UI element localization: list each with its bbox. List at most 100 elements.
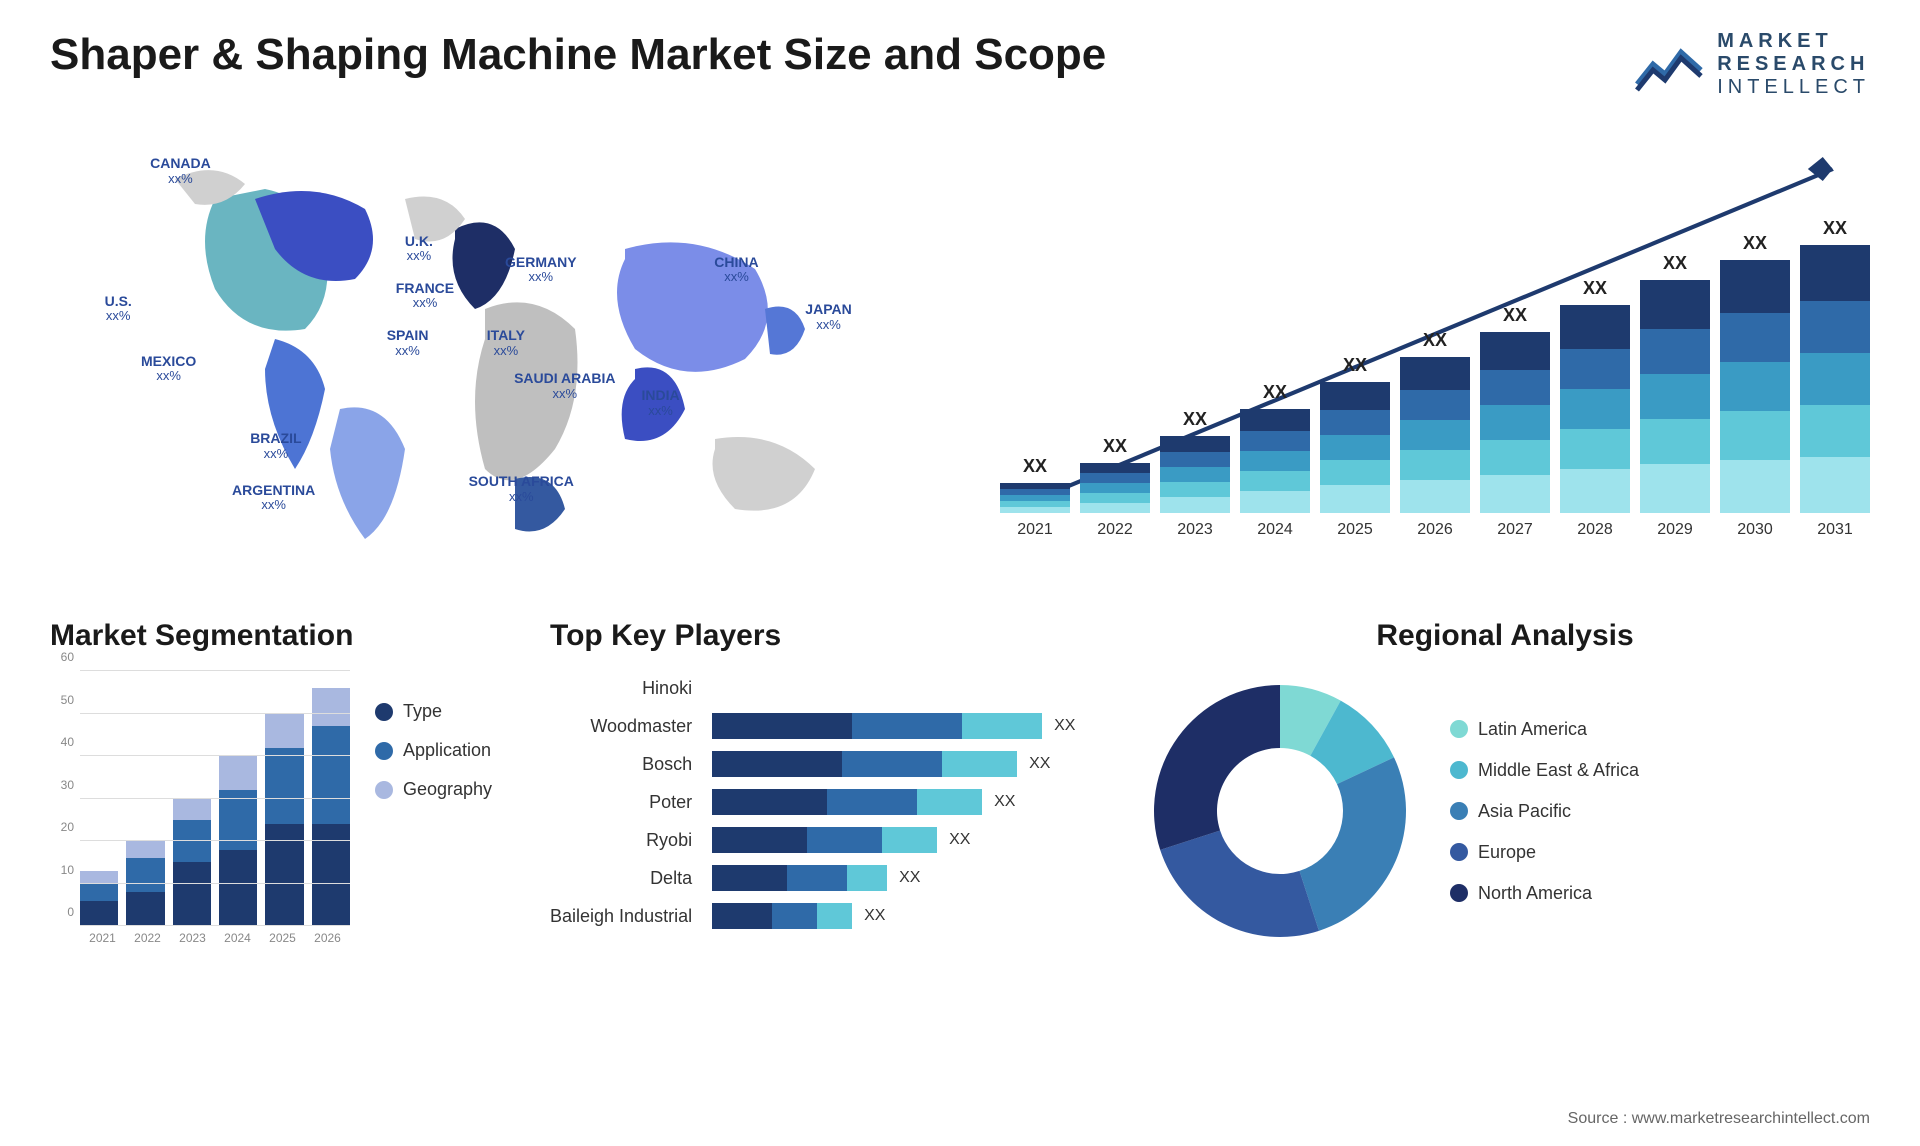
map-label: BRAZILxx% bbox=[250, 431, 301, 461]
legend-dot-icon bbox=[1450, 843, 1468, 861]
segmentation-title: Market Segmentation bbox=[50, 619, 520, 653]
segmentation-bar-segment bbox=[265, 748, 303, 825]
player-name-label: Hinoki bbox=[642, 675, 692, 701]
growth-bar-segment bbox=[1720, 313, 1790, 362]
growth-year-label: 2023 bbox=[1177, 521, 1213, 539]
regional-legend: Latin America Middle East & Africa Asia Pa… bbox=[1450, 719, 1639, 904]
legend-dot-icon bbox=[375, 742, 393, 760]
growth-bar-segment bbox=[1640, 374, 1710, 419]
growth-bar-segment bbox=[1480, 370, 1550, 405]
growth-bar-value: XX bbox=[1103, 436, 1127, 457]
segmentation-bar-segment bbox=[173, 862, 211, 926]
growth-bar-column: XX2021 bbox=[1000, 456, 1070, 539]
segmentation-bar-segment bbox=[80, 901, 118, 927]
page-title: Shaper & Shaping Machine Market Size and… bbox=[50, 30, 1106, 80]
growth-year-label: 2025 bbox=[1337, 521, 1373, 539]
player-bar-segment bbox=[712, 865, 787, 891]
growth-year-label: 2026 bbox=[1417, 521, 1453, 539]
growth-bar-segment bbox=[1400, 450, 1470, 480]
growth-bar-segment bbox=[1320, 410, 1390, 435]
regional-donut-chart bbox=[1140, 671, 1420, 951]
segmentation-year-label: 2022 bbox=[125, 931, 170, 951]
brand-logo: MARKET RESEARCH INTELLECT bbox=[1635, 30, 1870, 99]
growth-bar-column: XX 2025 bbox=[1320, 355, 1390, 539]
legend-dot-icon bbox=[1450, 761, 1468, 779]
legend-label: Type bbox=[403, 701, 442, 722]
growth-bar-value: XX bbox=[1663, 253, 1687, 274]
donut-slice bbox=[1154, 685, 1280, 850]
growth-bar-value: XX bbox=[1503, 305, 1527, 326]
legend-item: Europe bbox=[1450, 842, 1639, 863]
growth-bar-segment bbox=[1320, 382, 1390, 410]
legend-dot-icon bbox=[1450, 884, 1468, 902]
growth-bar-segment bbox=[1080, 503, 1150, 513]
growth-bar-column: XX2023 bbox=[1160, 409, 1230, 539]
growth-bar-segment bbox=[1720, 411, 1790, 460]
map-label: CANADAxx% bbox=[150, 156, 211, 186]
map-label: SAUDI ARABIAxx% bbox=[514, 371, 615, 401]
growth-bar-segment bbox=[1800, 405, 1870, 457]
growth-bar-segment bbox=[1240, 491, 1310, 513]
growth-bar-segment bbox=[1400, 357, 1470, 390]
growth-bar-value: XX bbox=[1823, 218, 1847, 239]
legend-dot-icon bbox=[1450, 720, 1468, 738]
player-name-label: Woodmaster bbox=[590, 713, 692, 739]
segmentation-bar-segment bbox=[80, 884, 118, 901]
growth-bar-value: XX bbox=[1343, 355, 1367, 376]
growth-bar-segment bbox=[1240, 409, 1310, 431]
growth-year-label: 2024 bbox=[1257, 521, 1293, 539]
player-bar-row: XX bbox=[712, 713, 1110, 739]
player-bar-segment bbox=[962, 713, 1042, 739]
axis-tick: 10 bbox=[61, 863, 74, 877]
growth-bar-segment bbox=[1640, 329, 1710, 374]
axis-tick: 0 bbox=[67, 905, 74, 919]
legend-item: Geography bbox=[375, 779, 492, 800]
growth-bar-segment bbox=[1800, 301, 1870, 353]
player-name-label: Poter bbox=[649, 789, 692, 815]
growth-bar-column: XX2024 bbox=[1240, 382, 1310, 539]
legend-item: North America bbox=[1450, 883, 1639, 904]
segmentation-chart: 0102030405060 202120222023202420252026 bbox=[50, 671, 350, 951]
player-bar-segment bbox=[712, 713, 852, 739]
growth-bar-segment bbox=[1560, 389, 1630, 429]
growth-chart: XX2021XX2022XX2023XX2024XX2025XX2026XX20… bbox=[1000, 139, 1870, 569]
player-name-label: Delta bbox=[650, 865, 692, 891]
map-label: U.S.xx% bbox=[105, 294, 132, 324]
donut-slice bbox=[1299, 757, 1406, 930]
player-bar-value: XX bbox=[1054, 717, 1075, 735]
legend-label: Middle East & Africa bbox=[1478, 760, 1639, 781]
legend-label: Latin America bbox=[1478, 719, 1587, 740]
donut-slice bbox=[1160, 830, 1319, 937]
legend-label: Asia Pacific bbox=[1478, 801, 1571, 822]
growth-year-label: 2031 bbox=[1817, 521, 1853, 539]
source-attribution: Source : www.marketresearchintellect.com bbox=[1568, 1110, 1870, 1128]
logo-line-2: RESEARCH bbox=[1717, 53, 1870, 76]
segmentation-year-label: 2026 bbox=[305, 931, 350, 951]
growth-bar-value: XX bbox=[1023, 456, 1047, 477]
player-bar-segment bbox=[712, 751, 842, 777]
logo-icon bbox=[1635, 38, 1705, 92]
player-bar-value: XX bbox=[949, 831, 970, 849]
growth-bar-segment bbox=[1640, 419, 1710, 464]
map-label: JAPANxx% bbox=[805, 302, 851, 332]
growth-bar-value: XX bbox=[1743, 233, 1767, 254]
player-bar-segment bbox=[772, 903, 817, 929]
growth-bar-column: XX2029 bbox=[1640, 253, 1710, 539]
regional-panel: Regional Analysis Latin AmericaMiddle Ea… bbox=[1140, 619, 1870, 951]
segmentation-year-label: 2023 bbox=[170, 931, 215, 951]
growth-bar-segment bbox=[1160, 497, 1230, 513]
segmentation-legend: TypeApplicationGeography bbox=[375, 671, 492, 951]
player-bar-segment bbox=[787, 865, 847, 891]
player-bar-segment bbox=[807, 827, 882, 853]
segmentation-year-label: 2021 bbox=[80, 931, 125, 951]
player-bar-row: XX bbox=[712, 903, 1110, 929]
player-bar-row: XX bbox=[712, 827, 1110, 853]
growth-year-label: 2030 bbox=[1737, 521, 1773, 539]
players-bars: XXXXXXXXXXXX bbox=[712, 671, 1110, 929]
growth-bar-segment bbox=[1480, 475, 1550, 513]
legend-label: Geography bbox=[403, 779, 492, 800]
growth-bar-segment bbox=[1800, 245, 1870, 301]
legend-item: Asia Pacific bbox=[1450, 801, 1639, 822]
growth-bar-segment bbox=[1640, 280, 1710, 329]
player-bar-segment bbox=[842, 751, 942, 777]
